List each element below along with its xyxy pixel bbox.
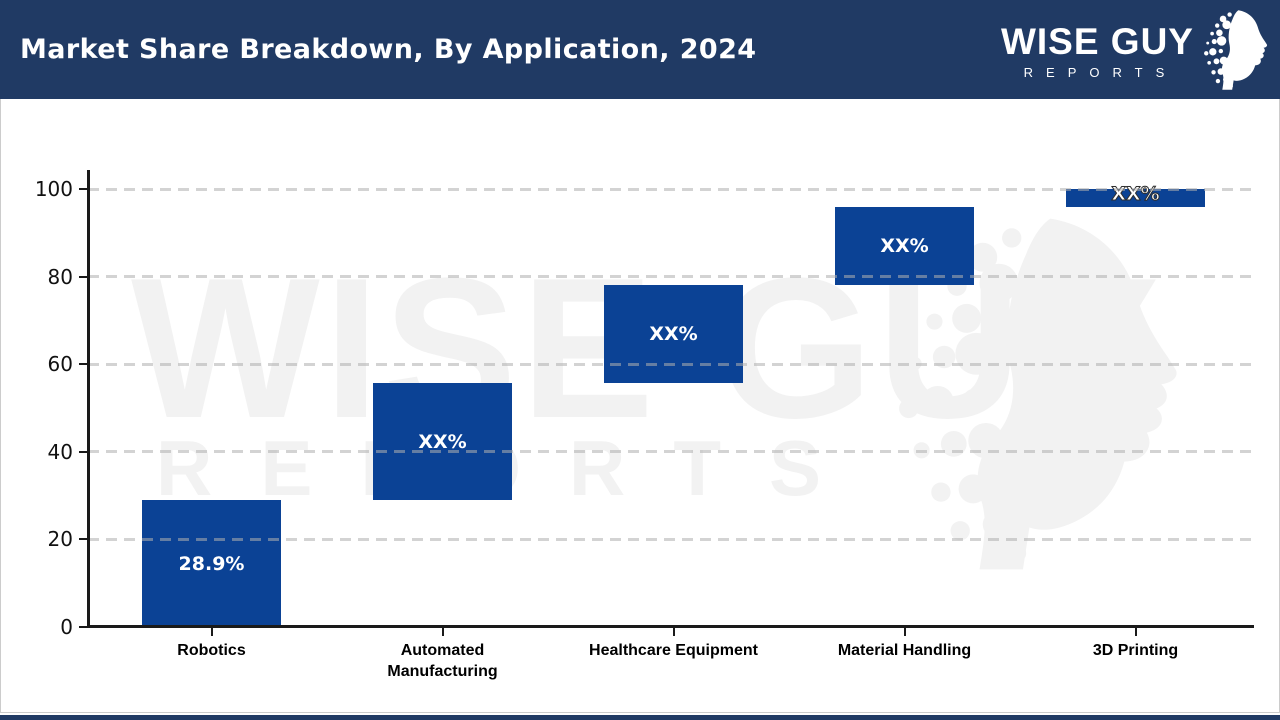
gridline-60 <box>88 362 1254 366</box>
y-tick-mark <box>79 626 88 628</box>
category-label-material-handling: Material Handling <box>837 642 972 659</box>
x-tick-mark <box>441 628 444 636</box>
y-tick-label: 60 <box>47 352 73 377</box>
y-tick-label: 100 <box>34 177 73 201</box>
gridline-40 <box>88 450 1254 454</box>
header-bar: Market Share Breakdown, By Application, … <box>0 0 1280 99</box>
y-tick-label: 20 <box>47 527 73 552</box>
bar-material-handling: XX% <box>835 206 974 285</box>
bar-value-label: XX% <box>1111 183 1160 206</box>
logo-wordmark-block: WISE GUY REPORTS <box>1001 21 1194 80</box>
gridline-20 <box>88 537 1254 541</box>
gridline-80 <box>88 275 1254 279</box>
y-tick-label: 40 <box>47 439 73 464</box>
plot-area: 0 20 40 60 80 100 28.9% Robotics XX% Automated Ma… <box>1 99 1279 712</box>
category-label-robotics: Robotics <box>177 642 246 659</box>
category-label-automated-manufacturing: Automated Manufacturing <box>387 642 498 680</box>
x-tick-mark <box>210 628 213 636</box>
x-tick-mark <box>903 628 906 636</box>
bar-3d-printing: XX% <box>1066 183 1205 207</box>
y-tick-mark <box>79 188 88 190</box>
category-label-3d-printing: 3D Printing <box>1092 642 1179 659</box>
face-profile-icon <box>1204 10 1268 90</box>
y-tick-mark <box>79 538 88 541</box>
bar-value-label: 28.9% <box>178 552 245 575</box>
bar-healthcare-equipment: XX% <box>604 284 743 384</box>
x-tick-mark <box>1134 628 1137 636</box>
y-tick-label: 0 <box>60 615 73 639</box>
y-tick-mark <box>79 275 88 278</box>
y-tick-mark <box>79 363 88 366</box>
y-tick-mark <box>79 450 88 453</box>
x-tick-mark <box>672 628 675 636</box>
footer-bar <box>0 715 1280 720</box>
brand-logo: WISE GUY REPORTS <box>1001 8 1272 92</box>
bar-automated-manufacturing: XX% <box>373 383 512 501</box>
y-tick-label: 80 <box>47 264 73 289</box>
bar-value-label: XX% <box>880 234 929 257</box>
bar-value-label: XX% <box>649 323 698 346</box>
logo-subtext: REPORTS <box>1023 64 1178 80</box>
y-axis-line <box>87 170 90 628</box>
bar-value-label: XX% <box>418 430 467 453</box>
page-title: Market Share Breakdown, By Application, … <box>20 34 757 65</box>
x-axis-line <box>87 625 1254 628</box>
category-label-healthcare-equipment: Healthcare Equipment <box>589 642 758 659</box>
chart-canvas: WISE GUY REPORTS 02040608010028.9%Roboti… <box>0 99 1280 713</box>
logo-wordmark: WISE GUY <box>1000 20 1194 62</box>
gridline-100 <box>88 187 1254 191</box>
bar-robotics: 28.9% <box>142 500 281 627</box>
